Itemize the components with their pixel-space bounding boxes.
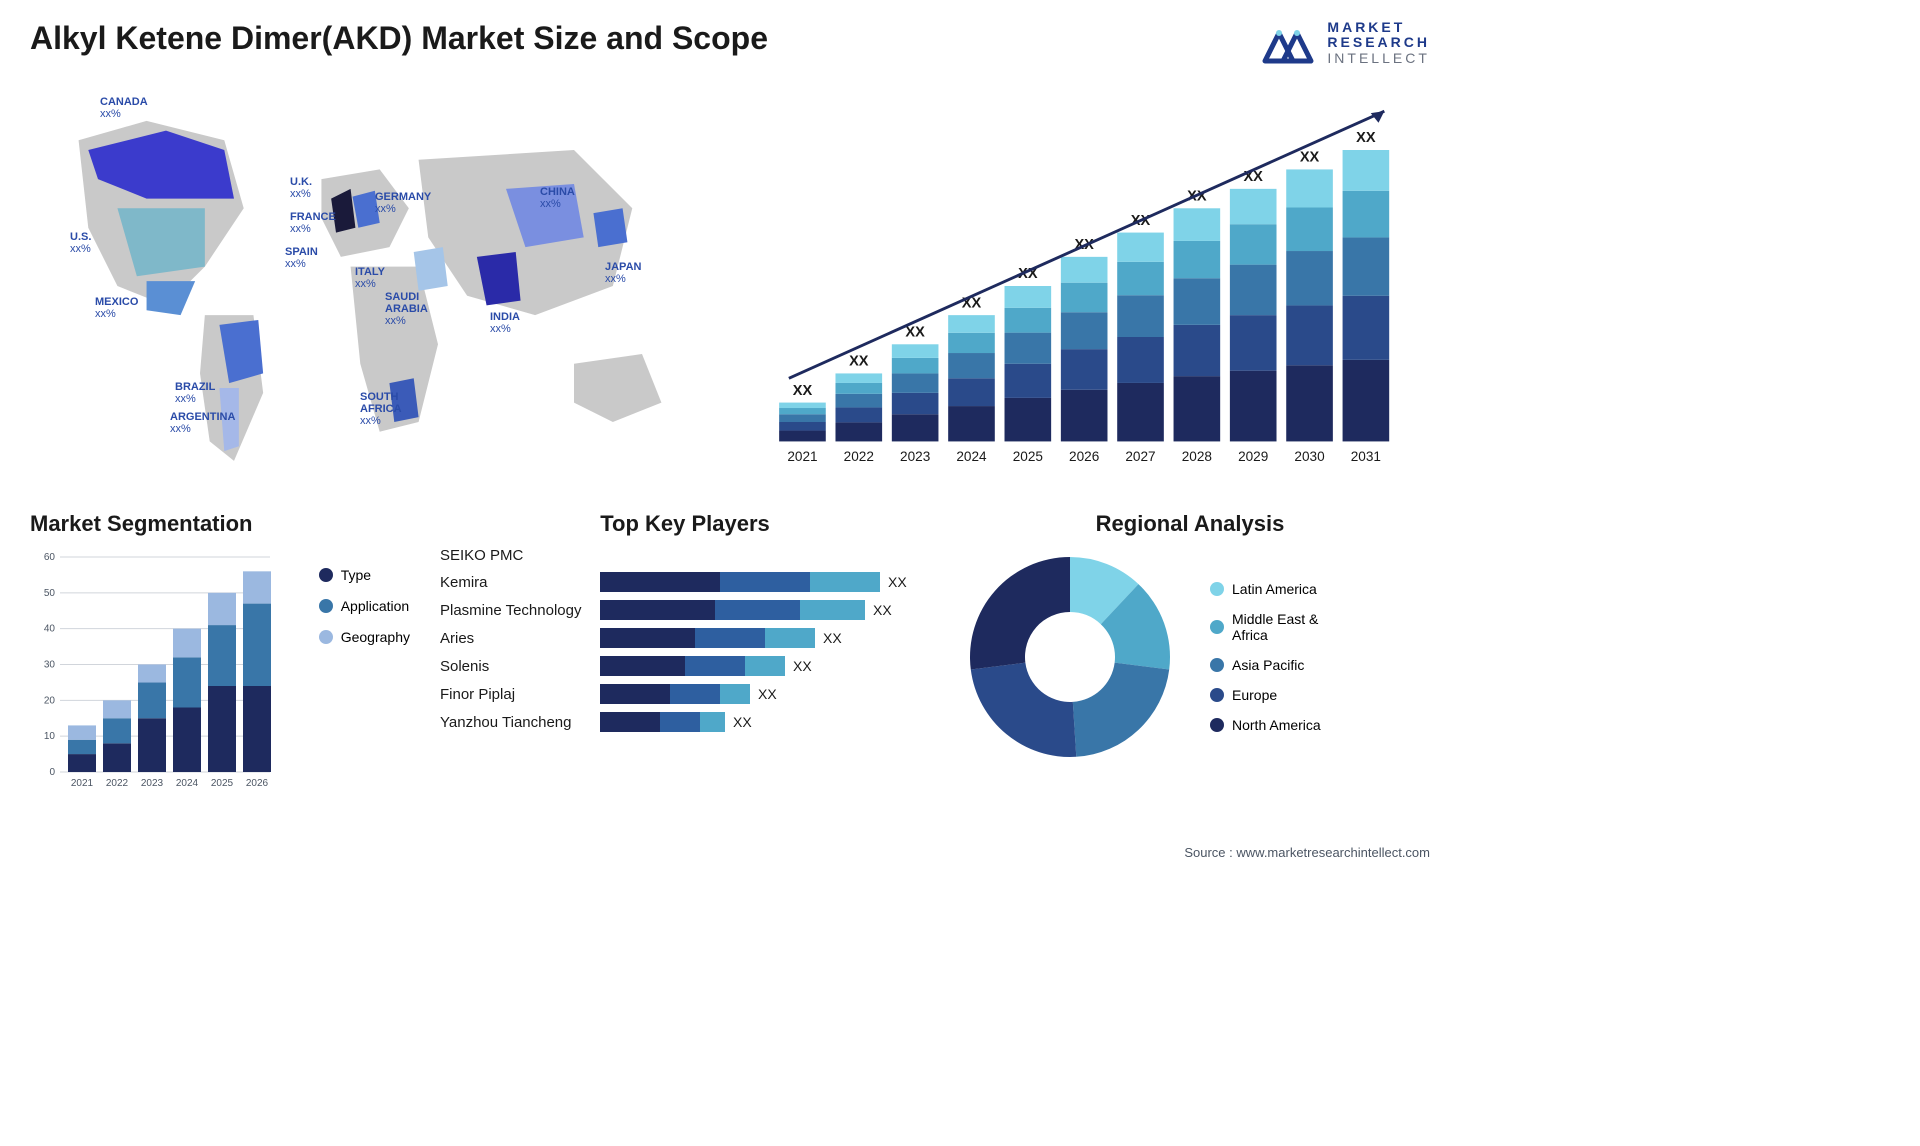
map-label: SAUDIARABIAxx% <box>385 291 428 327</box>
map-label: U.K.xx% <box>290 176 312 200</box>
logo-line-2: RESEARCH <box>1327 35 1430 50</box>
svg-text:20: 20 <box>44 696 56 707</box>
svg-text:2024: 2024 <box>956 449 987 464</box>
segmentation-panel: Market Segmentation 0 10 20 30 40 50 60 2021 202… <box>30 511 410 811</box>
svg-text:2021: 2021 <box>71 778 94 789</box>
legend-item: Geography <box>319 629 410 645</box>
svg-text:XX: XX <box>1300 150 1320 166</box>
player-row: KemiraXX <box>440 572 930 592</box>
player-row: AriesXX <box>440 628 930 648</box>
svg-text:2022: 2022 <box>844 449 874 464</box>
svg-text:0: 0 <box>49 767 55 778</box>
source-credit: Source : www.marketresearchintellect.com <box>1184 845 1430 860</box>
brand-logo: MARKET RESEARCH INTELLECT <box>1261 20 1430 66</box>
map-label: JAPANxx% <box>605 261 641 285</box>
player-row: Plasmine TechnologyXX <box>440 600 930 620</box>
map-label: SOUTHAFRICAxx% <box>360 391 402 427</box>
svg-text:2031: 2031 <box>1351 449 1381 464</box>
svg-text:2025: 2025 <box>1013 449 1043 464</box>
svg-text:2023: 2023 <box>900 449 930 464</box>
map-label: INDIAxx% <box>490 311 520 335</box>
svg-text:2027: 2027 <box>1125 449 1155 464</box>
map-label: FRANCExx% <box>290 211 336 235</box>
player-row: Finor PiplajXX <box>440 684 930 704</box>
legend-item: Asia Pacific <box>1210 657 1321 673</box>
legend-item: Europe <box>1210 687 1321 703</box>
legend-item: Latin America <box>1210 581 1321 597</box>
growth-bar-chart: XX2021XX2022XX2023XX2024XX2025XX2026XX20… <box>750 86 1430 486</box>
map-label: GERMANYxx% <box>375 191 431 215</box>
svg-text:2024: 2024 <box>176 778 199 789</box>
logo-icon <box>1261 21 1317 65</box>
svg-text:2029: 2029 <box>1238 449 1268 464</box>
svg-text:XX: XX <box>849 354 869 370</box>
legend-item: Application <box>319 598 410 614</box>
svg-text:2026: 2026 <box>246 778 269 789</box>
logo-line-1: MARKET <box>1327 20 1430 35</box>
player-row: SEIKO PMC <box>440 547 930 564</box>
map-label: ITALYxx% <box>355 266 385 290</box>
regional-title: Regional Analysis <box>960 511 1420 537</box>
map-label: CANADAxx% <box>100 96 148 120</box>
legend-item: Middle East &Africa <box>1210 611 1321 643</box>
svg-text:2021: 2021 <box>787 449 817 464</box>
svg-text:2030: 2030 <box>1294 449 1325 464</box>
map-label: U.S.xx% <box>70 231 91 255</box>
logo-line-3: INTELLECT <box>1327 51 1430 66</box>
svg-text:60: 60 <box>44 552 56 563</box>
svg-text:2028: 2028 <box>1182 449 1212 464</box>
player-row: Yanzhou TianchengXX <box>440 712 930 732</box>
svg-text:10: 10 <box>44 731 56 742</box>
svg-text:40: 40 <box>44 624 56 635</box>
svg-text:2023: 2023 <box>141 778 164 789</box>
player-row: SolenisXX <box>440 656 930 676</box>
map-label: SPAINxx% <box>285 246 318 270</box>
svg-text:2026: 2026 <box>1069 449 1099 464</box>
world-map: CANADAxx% U.S.xx% MEXICOxx% BRAZILxx% ARGENT… <box>30 86 710 486</box>
svg-text:2025: 2025 <box>211 778 234 789</box>
svg-text:30: 30 <box>44 660 56 671</box>
players-panel: Top Key Players SEIKO PMC KemiraXX Plasmin… <box>440 511 930 811</box>
svg-text:50: 50 <box>44 588 56 599</box>
map-label: ARGENTINAxx% <box>170 411 235 435</box>
segmentation-title: Market Segmentation <box>30 511 410 537</box>
svg-text:2022: 2022 <box>106 778 129 789</box>
map-label: CHINAxx% <box>540 186 575 210</box>
svg-text:XX: XX <box>793 383 813 399</box>
legend-item: Type <box>319 567 410 583</box>
svg-text:XX: XX <box>905 325 925 341</box>
regional-panel: Regional Analysis Latin America Middle Ea… <box>960 511 1420 811</box>
legend-item: North America <box>1210 717 1321 733</box>
svg-text:XX: XX <box>1356 130 1376 146</box>
page-title: Alkyl Ketene Dimer(AKD) Market Size and … <box>30 20 768 57</box>
map-label: BRAZILxx% <box>175 381 215 405</box>
map-label: MEXICOxx% <box>95 296 138 320</box>
players-title: Top Key Players <box>440 511 930 537</box>
